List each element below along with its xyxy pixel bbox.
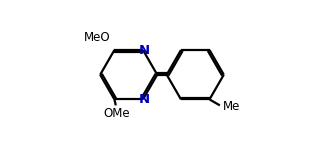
Text: N: N xyxy=(139,44,150,57)
Text: MeO: MeO xyxy=(84,31,110,44)
Text: N: N xyxy=(139,93,150,106)
Text: OMe: OMe xyxy=(104,107,130,120)
Text: Me: Me xyxy=(223,100,240,113)
